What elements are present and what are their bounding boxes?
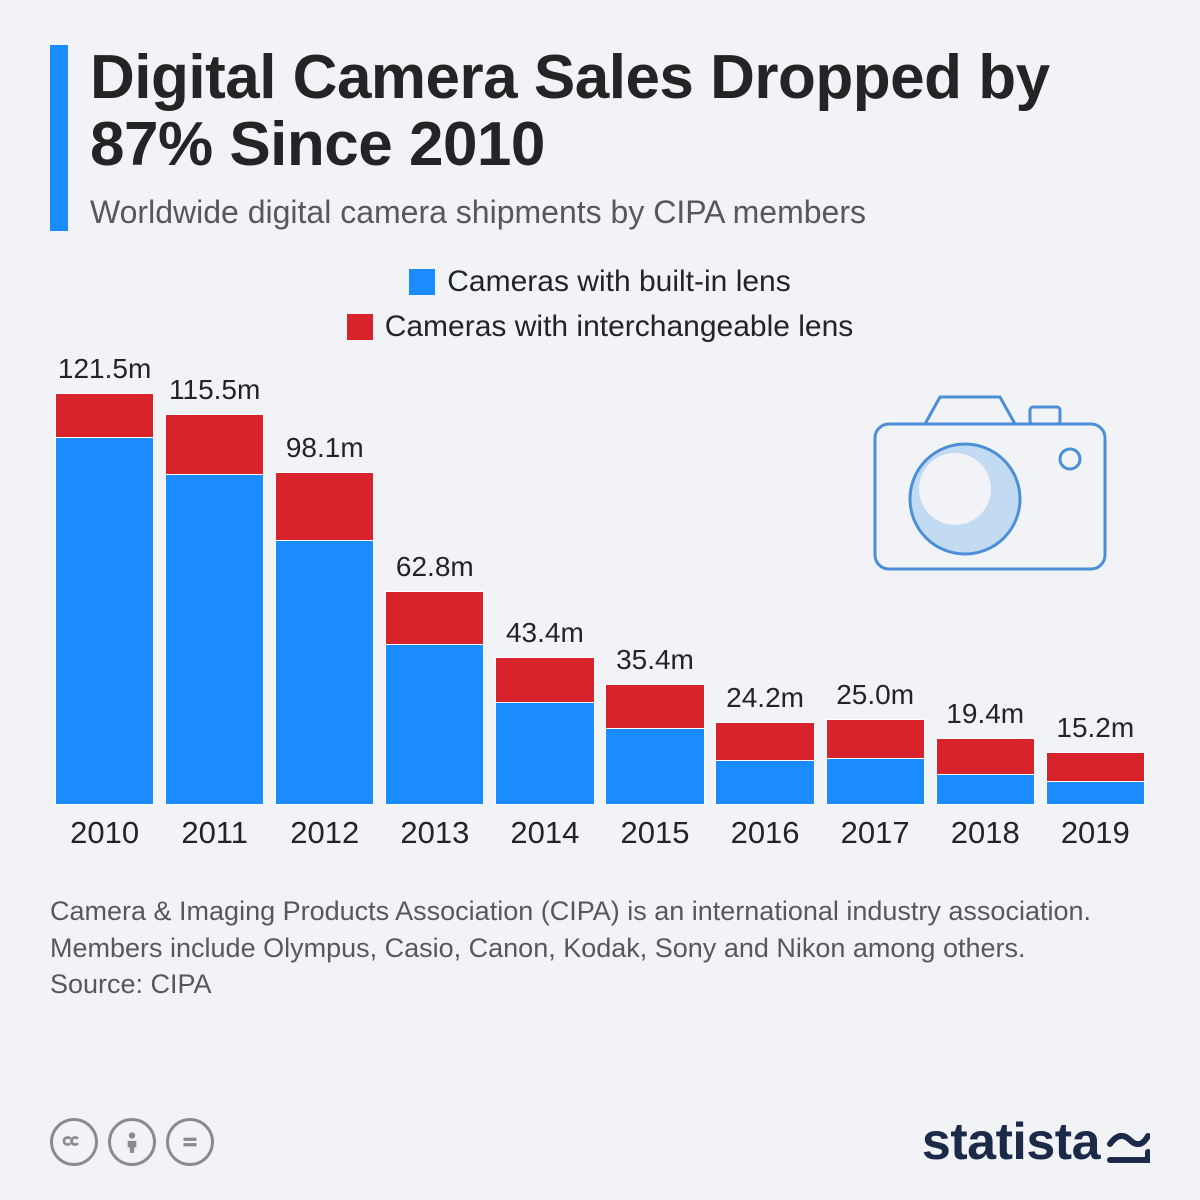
bar-segment-interchangeable <box>1047 753 1144 782</box>
bar-stack <box>826 719 925 805</box>
camera-icon <box>865 379 1115 579</box>
bar-segment-builtin <box>386 645 483 805</box>
bar-stack <box>385 591 484 805</box>
bar-segment-interchangeable <box>716 723 813 762</box>
bar-chart: 121.5m2010115.5m201198.1m201262.8m201343… <box>50 371 1150 851</box>
footnote: Camera & Imaging Products Association (C… <box>50 893 1150 1002</box>
bar-stack <box>165 414 264 806</box>
bar-col: 115.5m 2011 <box>165 374 264 852</box>
bar-value-label: 24.2m <box>726 682 804 714</box>
bar-stack <box>55 393 154 805</box>
bar-segment-builtin <box>937 775 1034 804</box>
bar-segment-interchangeable <box>496 658 593 704</box>
header: Digital Camera Sales Dropped by 87% Sinc… <box>50 45 1150 231</box>
bar-value-label: 62.8m <box>396 551 474 583</box>
bar-stack <box>275 472 374 805</box>
bar-segment-builtin <box>276 541 373 805</box>
by-icon <box>108 1118 156 1166</box>
legend-label: Cameras with interchangeable lens <box>385 304 854 349</box>
bar-value-label: 15.2m <box>1056 712 1134 744</box>
bar-col: 25.0m 2017 <box>826 679 925 851</box>
bar-segment-interchangeable <box>937 739 1034 775</box>
bar-x-label: 2012 <box>290 815 359 851</box>
legend-swatch-icon <box>347 314 373 340</box>
nd-icon <box>166 1118 214 1166</box>
bar-value-label: 25.0m <box>836 679 914 711</box>
footnote-text: Camera & Imaging Products Association (C… <box>50 896 1091 962</box>
bar-x-label: 2011 <box>181 815 248 851</box>
bar-x-label: 2018 <box>951 815 1020 851</box>
bar-segment-interchangeable <box>166 415 263 476</box>
bar-stack <box>1046 752 1145 805</box>
legend-swatch-icon <box>409 269 435 295</box>
legend-item-interchangeable: Cameras with interchangeable lens <box>50 304 1150 349</box>
bar-stack <box>715 722 814 806</box>
page-subtitle: Worldwide digital camera shipments by CI… <box>90 193 1150 231</box>
bar-col: 98.1m 2012 <box>275 432 374 851</box>
bar-col: 121.5m 2010 <box>55 353 154 851</box>
bar-segment-builtin <box>1047 782 1144 804</box>
bar-segment-builtin <box>716 761 813 804</box>
bar-segment-interchangeable <box>56 394 153 438</box>
bar-segment-interchangeable <box>827 720 924 759</box>
bar-x-label: 2014 <box>510 815 579 851</box>
bar-x-label: 2019 <box>1061 815 1130 851</box>
bar-segment-builtin <box>166 475 263 804</box>
bar-stack <box>936 738 1035 805</box>
header-text: Digital Camera Sales Dropped by 87% Sinc… <box>90 45 1150 231</box>
bar-stack <box>605 684 704 805</box>
bar-segment-interchangeable <box>386 592 483 644</box>
bar-segment-builtin <box>56 438 153 804</box>
bar-col: 19.4m 2018 <box>936 698 1035 851</box>
bar-col: 35.4m 2015 <box>605 644 704 851</box>
bar-value-label: 19.4m <box>946 698 1024 730</box>
accent-bar <box>50 45 68 231</box>
bar-x-label: 2010 <box>70 815 139 851</box>
legend: Cameras with built-in lens Cameras with … <box>50 259 1150 349</box>
bar-value-label: 115.5m <box>169 374 260 406</box>
bar-x-label: 2016 <box>731 815 800 851</box>
license-icons <box>50 1118 214 1166</box>
cc-icon <box>50 1118 98 1166</box>
page-title: Digital Camera Sales Dropped by 87% Sinc… <box>90 45 1150 179</box>
bar-col: 62.8m 2013 <box>385 551 484 851</box>
bar-value-label: 35.4m <box>616 644 694 676</box>
bar-segment-interchangeable <box>606 685 703 729</box>
legend-item-builtin: Cameras with built-in lens <box>50 259 1150 304</box>
bar-col: 43.4m 2014 <box>495 617 594 851</box>
bar-x-label: 2013 <box>400 815 469 851</box>
bar-stack <box>495 657 594 805</box>
brand-logo: statista <box>922 1112 1150 1172</box>
brand-text: statista <box>922 1112 1100 1172</box>
brand-mark-icon <box>1106 1120 1150 1164</box>
bar-value-label: 43.4m <box>506 617 584 649</box>
legend-label: Cameras with built-in lens <box>447 259 790 304</box>
bar-value-label: 98.1m <box>286 432 364 464</box>
bar-x-label: 2017 <box>841 815 910 851</box>
footer: statista <box>50 1112 1150 1172</box>
bar-col: 24.2m 2016 <box>715 682 814 852</box>
bar-segment-builtin <box>496 703 593 804</box>
bar-x-label: 2015 <box>621 815 690 851</box>
source-text: Source: CIPA <box>50 969 212 999</box>
bar-segment-interchangeable <box>276 473 373 540</box>
bar-segment-builtin <box>606 729 703 805</box>
bar-col: 15.2m 2019 <box>1046 712 1145 851</box>
bar-segment-builtin <box>827 759 924 804</box>
bar-value-label: 121.5m <box>58 353 151 385</box>
